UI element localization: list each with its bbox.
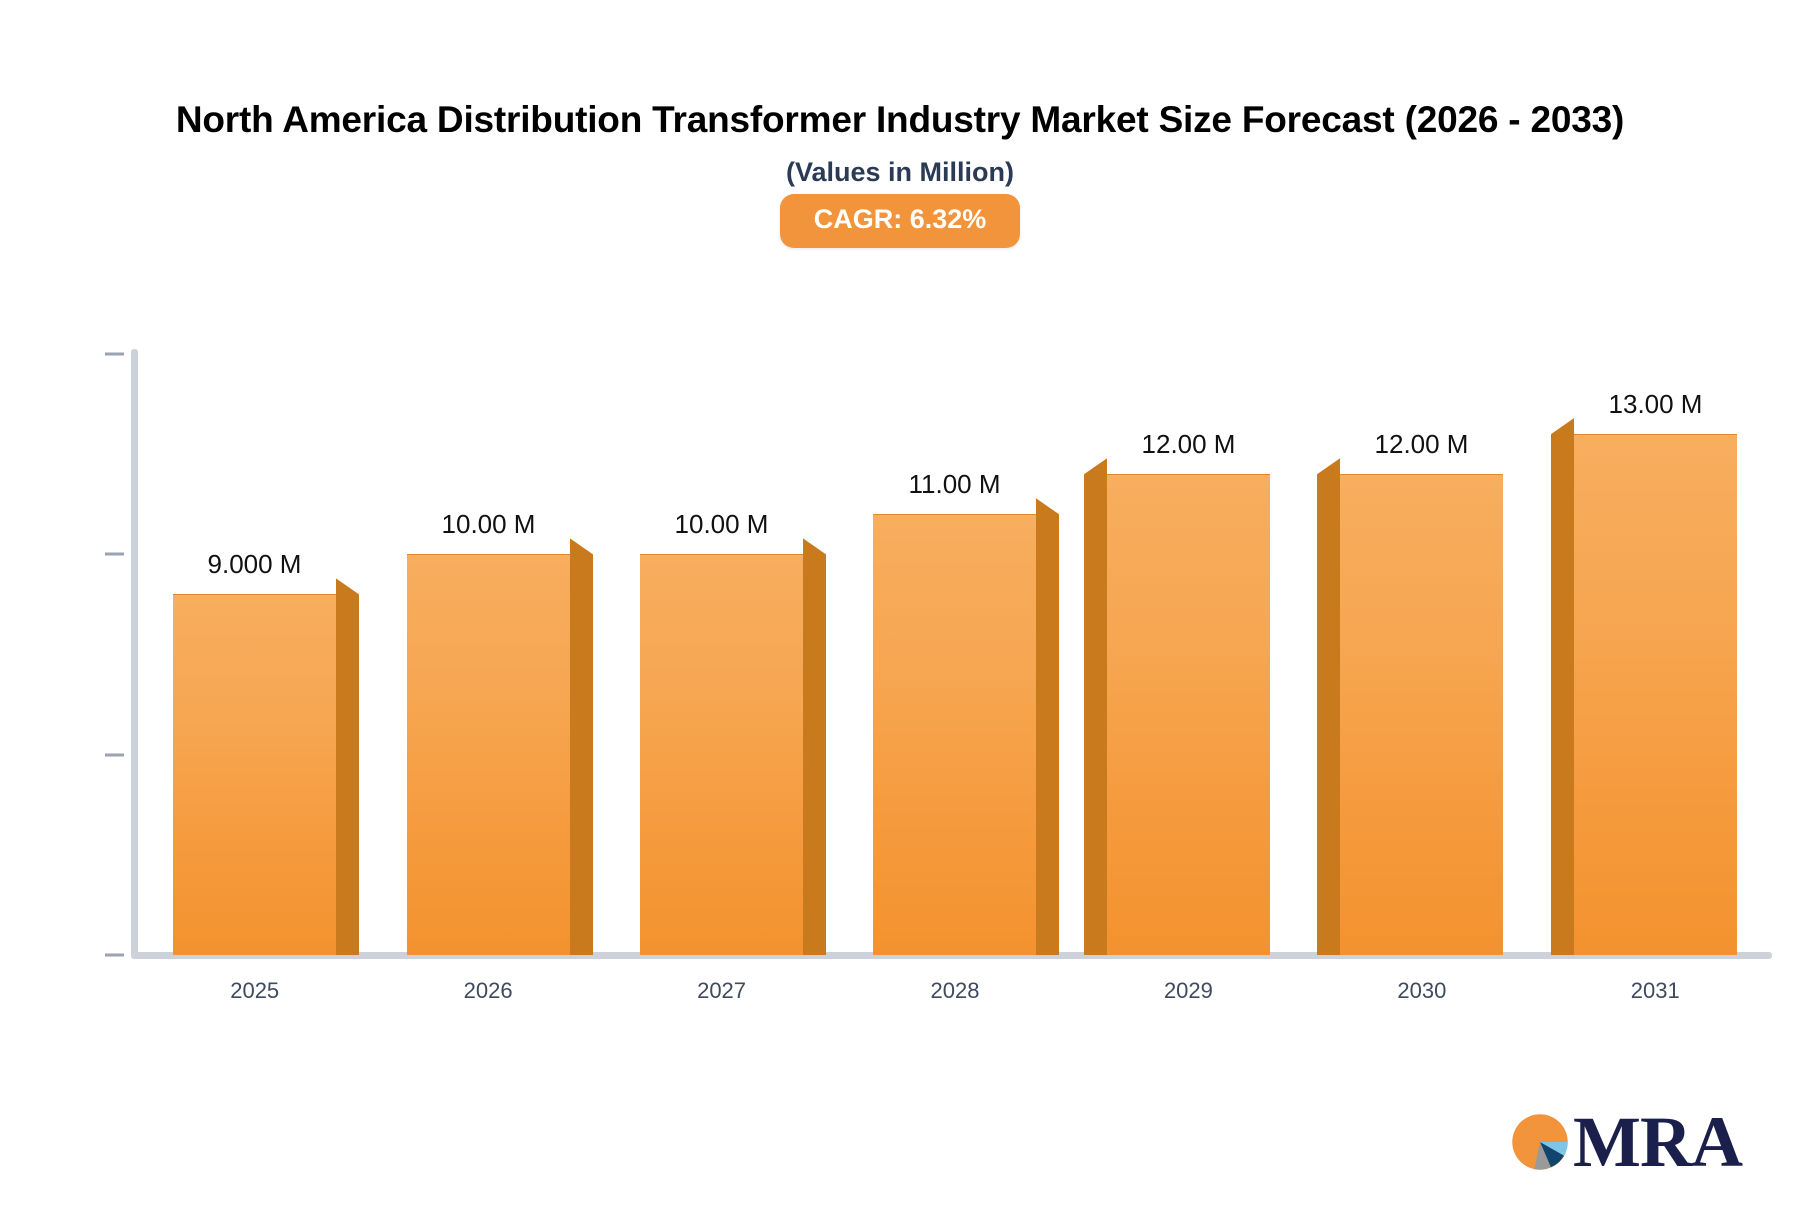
bar-2031[interactable]: 13.00 M [1551,389,1737,955]
bar-front-face [1340,474,1503,955]
cagr-badge-wrap: CAGR: 6.32% [0,193,1800,248]
x-axis-tick-label: 2026 [463,978,513,1003]
bar-2030[interactable]: 12.00 M [1317,429,1503,955]
bar-front-face [1574,434,1737,955]
bar-side-face [336,578,359,955]
bar-2025[interactable]: 9.000 M [173,549,359,955]
bar-value-label: 10.00 M [674,509,769,540]
x-axis-tick-label: 2027 [697,978,747,1003]
bar-value-label: 10.00 M [441,509,536,540]
y-axis-tick-mark [105,352,124,356]
cagr-badge: CAGR: 6.32% [779,193,1021,248]
page-title: North America Distribution Transformer I… [175,99,1625,140]
bar-value-label: 12.00 M [1374,429,1469,460]
x-axis-tick-label: 2025 [230,978,280,1003]
bar-side-face [803,538,826,955]
mra-logo: MRA [1507,1102,1743,1182]
bar-front-face [1107,474,1270,955]
x-axis-tick-label: 2031 [1630,978,1680,1003]
bar-value-label: 13.00 M [1608,389,1703,420]
y-axis-line [131,349,138,958]
bar-front-face [173,594,336,955]
bar-side-face [570,538,593,955]
bar-side-face [1036,498,1059,955]
logo-text: MRA [1573,1102,1743,1182]
x-axis-tick-label: 2029 [1163,978,1213,1003]
x-axis-tick-label: 2028 [930,978,980,1003]
title-block: North America Distribution Transformer I… [0,96,1800,248]
bar-2026[interactable]: 10.00 M [407,509,593,955]
bar-side-face [1084,458,1107,955]
pie-chart-icon [1512,1114,1568,1170]
chart-subtitle: (Values in Million) [785,156,1015,187]
bar-front-face [873,514,1036,955]
bar-2028[interactable]: 11.00 M [873,469,1059,955]
y-axis-tick-mark [105,552,124,556]
bar-side-face [1551,418,1574,955]
bar-value-label: 9.000 M [207,549,302,580]
y-axis-tick-mark [105,753,124,757]
bar-2027[interactable]: 10.00 M [640,509,826,955]
y-axis-tick-mark [105,953,124,957]
bar-front-face [407,554,570,955]
x-axis-tick-label: 2030 [1397,978,1447,1003]
bar-value-label: 11.00 M [908,469,1001,500]
bar-value-label: 12.00 M [1141,429,1236,460]
bar-side-face [1317,458,1340,955]
bar-front-face [640,554,803,955]
x-axis-line [131,952,1772,959]
bar-2029[interactable]: 12.00 M [1084,429,1270,955]
